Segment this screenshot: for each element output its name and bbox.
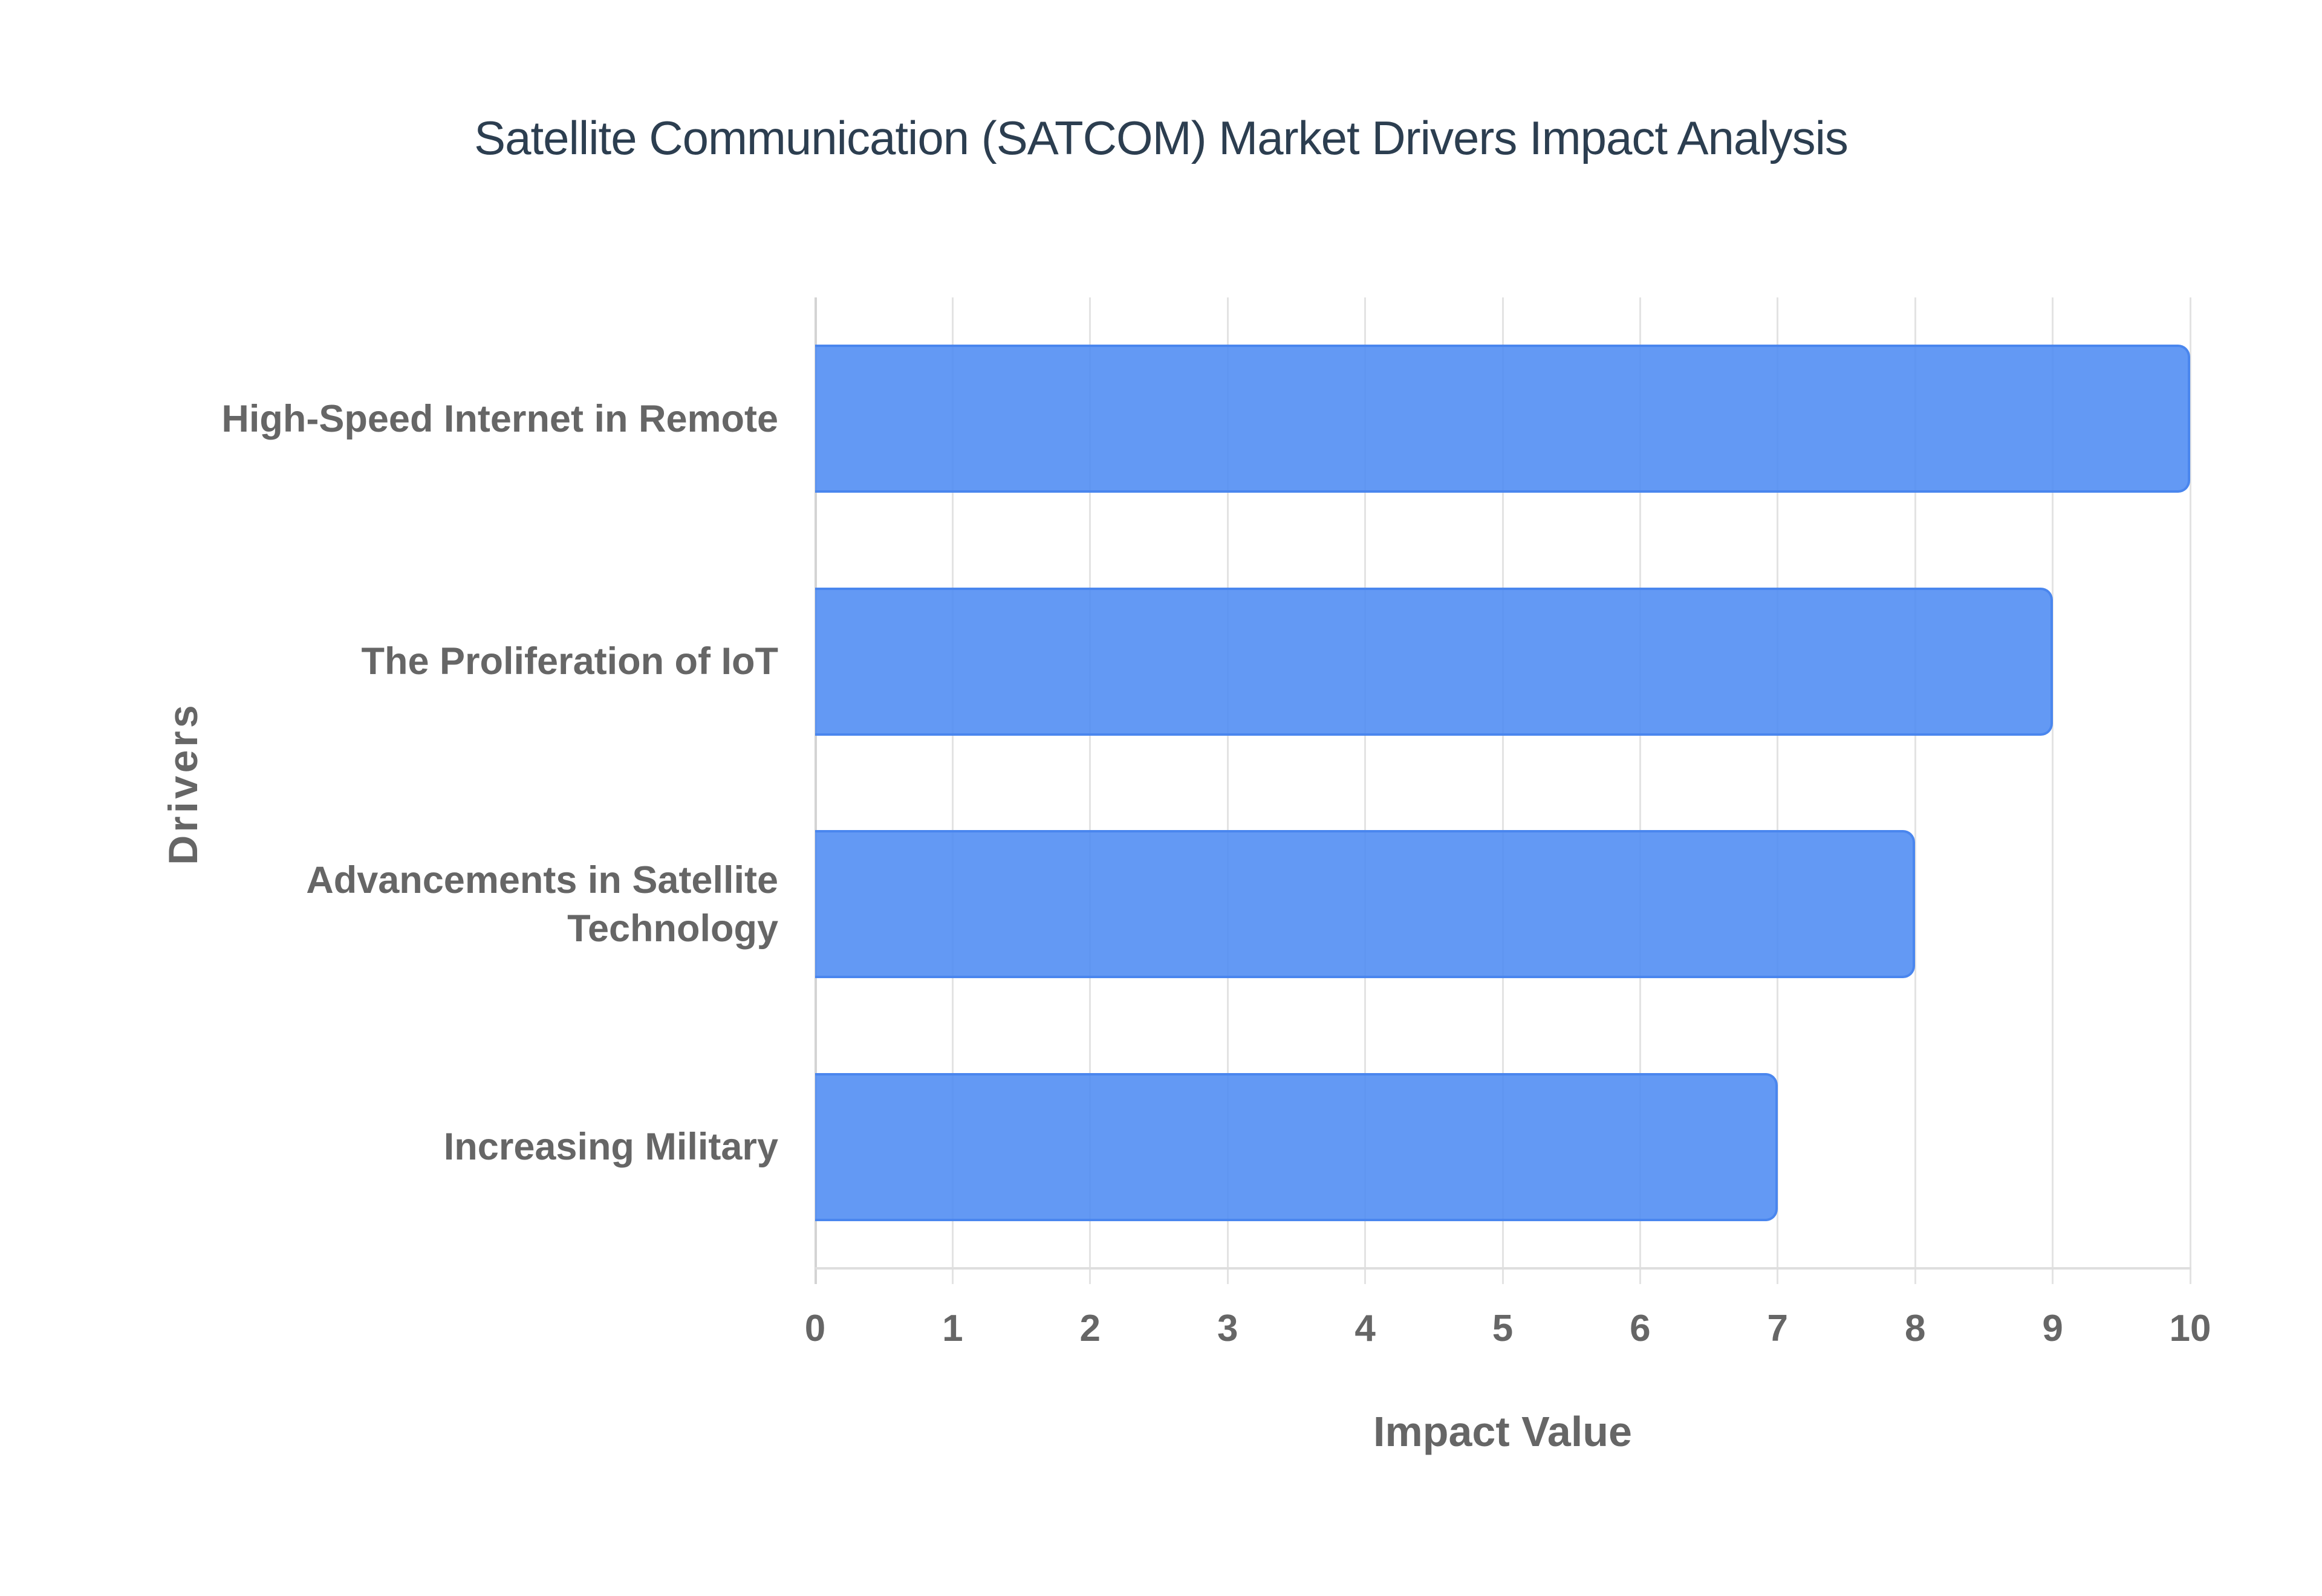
chart-title: Satellite Communication (SATCOM) Market … (474, 111, 1849, 164)
gridline (2052, 297, 2054, 1284)
x-axis-line (815, 1267, 2191, 1270)
x-tick-label: 0 (804, 1308, 826, 1349)
y-category-label-line: High-Speed Internet in Remote (221, 397, 778, 440)
x-axis-title: Impact Value (1373, 1408, 1632, 1455)
y-category-label: The Proliferation of IoT (113, 637, 779, 686)
y-category-label-line: Increasing Military (443, 1126, 778, 1169)
y-axis-title: Drivers (160, 702, 206, 865)
y-category-label-line: Technology (567, 907, 778, 950)
gridline (1364, 297, 1367, 1284)
bar[interactable] (815, 587, 2053, 736)
y-category-label-line: Advancements in Satellite (306, 858, 778, 901)
x-tick-label: 10 (2169, 1308, 2211, 1349)
x-tick-label: 2 (1079, 1308, 1101, 1349)
y-category-label: Advancements in Satellite Technology (113, 856, 778, 953)
gridline (1639, 297, 1641, 1284)
x-tick-label: 3 (1217, 1308, 1238, 1349)
y-axis-line (815, 297, 817, 1284)
x-tick-label: 9 (2042, 1308, 2063, 1349)
bar[interactable] (815, 1072, 1778, 1221)
y-category-label: High-Speed Internet in Remote (113, 395, 778, 443)
x-tick-label: 1 (942, 1308, 963, 1349)
x-tick-label: 8 (1904, 1308, 1926, 1349)
gridline (1089, 297, 1091, 1284)
x-tick-label: 5 (1492, 1308, 1514, 1349)
gridline (1226, 297, 1229, 1284)
y-category-label-line: The Proliferation of IoT (361, 640, 779, 683)
bar[interactable] (815, 345, 2190, 493)
x-tick-label: 4 (1354, 1308, 1376, 1349)
gridline (1914, 297, 1916, 1284)
y-category-label: Increasing Military (113, 1123, 778, 1171)
gridline (1777, 297, 1779, 1284)
x-tick-label: 7 (1767, 1308, 1789, 1349)
gridline (951, 297, 954, 1284)
plot-area (815, 297, 2191, 1284)
x-tick-label: 6 (1630, 1308, 1651, 1349)
bar[interactable] (815, 830, 1916, 979)
gridline (1501, 297, 1504, 1284)
gridline (2189, 297, 2191, 1284)
